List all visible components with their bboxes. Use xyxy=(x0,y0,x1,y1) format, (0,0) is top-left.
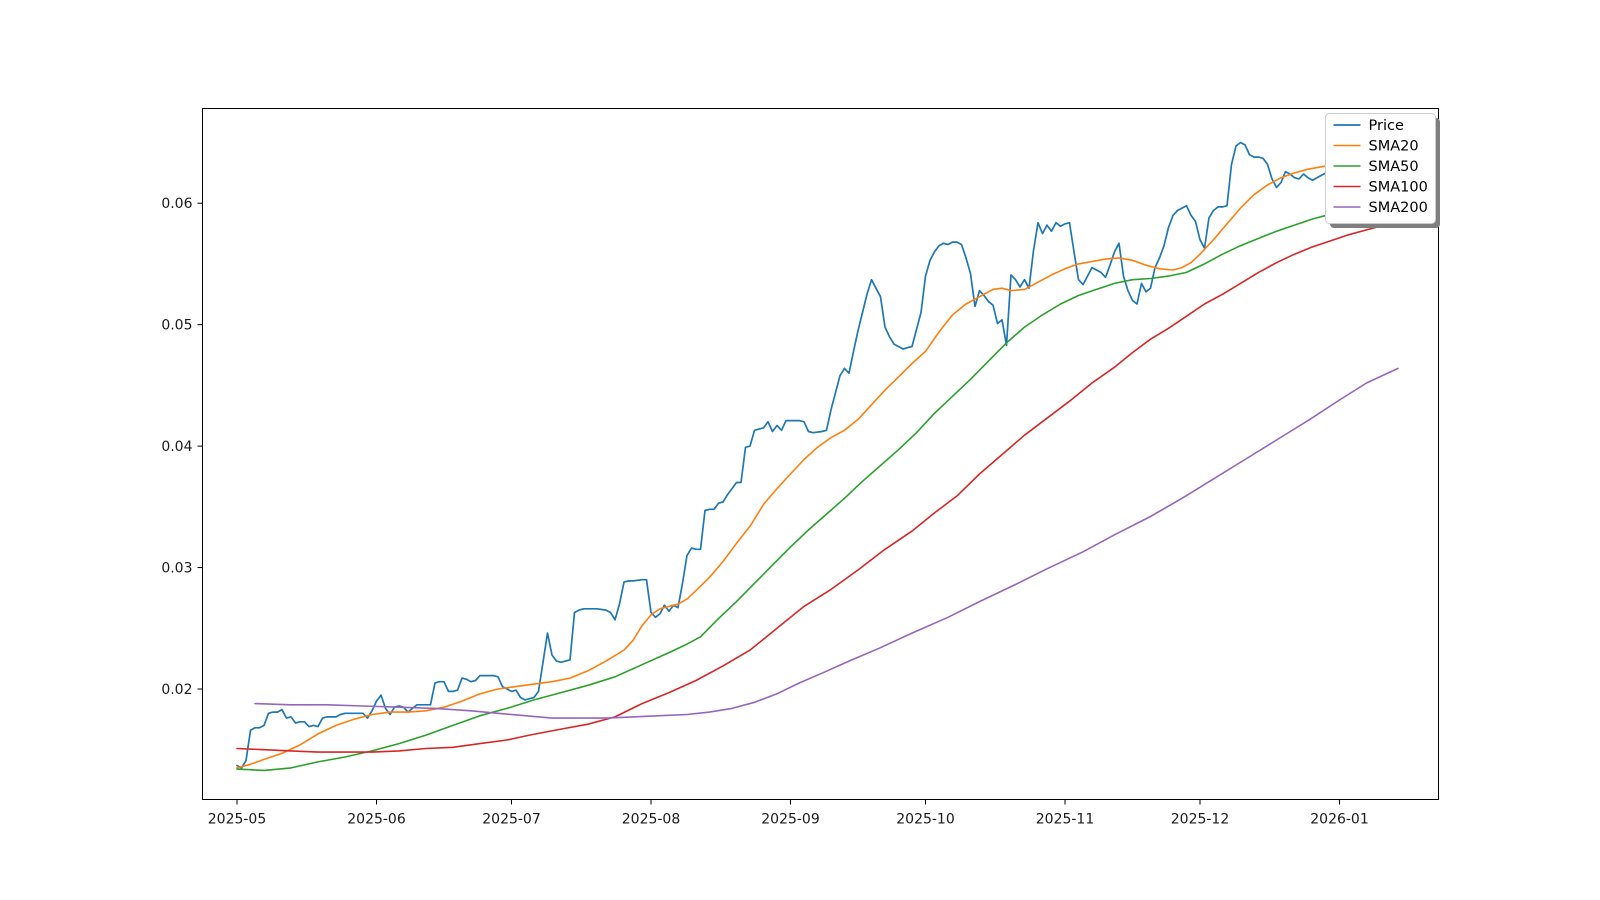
sma200-line xyxy=(254,367,1399,719)
legend-label: SMA20 xyxy=(1369,139,1419,155)
legend-label: SMA50 xyxy=(1369,159,1419,175)
y-tick-label: 0.06 xyxy=(161,196,192,212)
legend-label: Price xyxy=(1369,118,1404,134)
legend-item-price: Price xyxy=(1333,118,1404,134)
price-line xyxy=(236,141,1399,769)
sma100-line xyxy=(236,220,1399,753)
y-tick-label: 0.05 xyxy=(161,318,192,334)
legend-item-sma100: SMA100 xyxy=(1333,180,1428,196)
sma50-line xyxy=(236,204,1399,772)
x-tick-label: 2025-07 xyxy=(482,812,541,828)
x-tick-label: 2026-01 xyxy=(1310,812,1369,828)
x-tick-label: 2025-11 xyxy=(1036,812,1095,828)
chart-legend: Price SMA20 SMA50 SMA100 SMA200 xyxy=(1325,113,1440,228)
legend-label: SMA100 xyxy=(1369,180,1428,196)
x-tick-label: 2025-06 xyxy=(347,812,406,828)
y-tick-label: 0.02 xyxy=(161,682,192,698)
plot-area xyxy=(202,108,1439,800)
x-tick-label: 2025-10 xyxy=(896,812,955,828)
sma20-line xyxy=(236,162,1399,769)
y-tick-label: 0.04 xyxy=(161,439,192,455)
legend-item-sma50: SMA50 xyxy=(1333,159,1419,175)
legend-item-sma200: SMA200 xyxy=(1333,200,1428,216)
x-tick-label: 2025-09 xyxy=(761,812,820,828)
x-tick-label: 2025-12 xyxy=(1171,812,1230,828)
y-tick-label: 0.03 xyxy=(161,561,192,577)
legend-item-sma20: SMA20 xyxy=(1333,139,1419,155)
legend-label: SMA200 xyxy=(1369,200,1428,216)
x-tick-label: 2025-08 xyxy=(622,812,681,828)
x-tick-label: 2025-05 xyxy=(208,812,267,828)
axes-spines xyxy=(202,108,1439,800)
legend-box xyxy=(1325,113,1436,224)
